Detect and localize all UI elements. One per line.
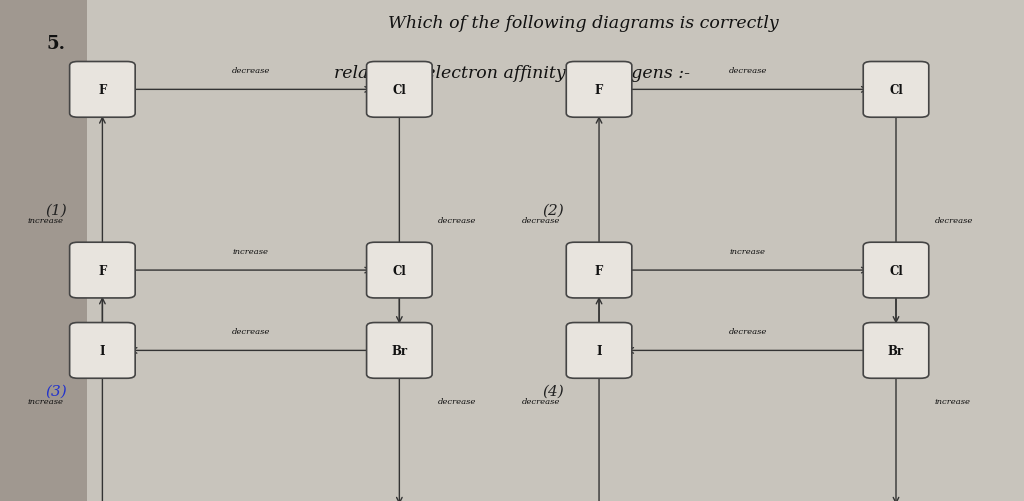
Text: F: F (595, 84, 603, 97)
Text: decrease: decrease (231, 328, 270, 336)
Text: increase: increase (935, 397, 971, 405)
Text: decrease: decrease (522, 397, 560, 405)
Text: decrease: decrease (438, 216, 476, 224)
Text: Cl: Cl (392, 84, 407, 97)
Text: related to electron affinity of halogens :-: related to electron affinity of halogens… (334, 65, 690, 82)
FancyBboxPatch shape (367, 242, 432, 298)
Text: 5.: 5. (47, 35, 66, 53)
Text: (1): (1) (45, 203, 68, 217)
Text: increase: increase (28, 216, 63, 224)
Text: F: F (98, 84, 106, 97)
FancyBboxPatch shape (70, 242, 135, 298)
Text: increase: increase (729, 247, 766, 256)
Text: (2): (2) (542, 203, 564, 217)
FancyBboxPatch shape (863, 242, 929, 298)
FancyBboxPatch shape (367, 323, 432, 379)
Text: decrease: decrease (231, 67, 270, 75)
Text: Br: Br (391, 344, 408, 357)
Text: (3): (3) (45, 384, 68, 398)
Text: increase: increase (28, 397, 63, 405)
Text: I: I (99, 344, 105, 357)
Text: decrease: decrease (935, 216, 973, 224)
FancyBboxPatch shape (566, 242, 632, 298)
Text: Cl: Cl (392, 264, 407, 277)
FancyBboxPatch shape (566, 62, 632, 118)
Text: decrease: decrease (728, 328, 767, 336)
Text: decrease: decrease (438, 397, 476, 405)
Text: Cl: Cl (889, 84, 903, 97)
FancyBboxPatch shape (70, 323, 135, 379)
Text: Cl: Cl (889, 264, 903, 277)
FancyBboxPatch shape (70, 62, 135, 118)
FancyBboxPatch shape (863, 323, 929, 379)
Text: increase: increase (232, 247, 269, 256)
Text: Which of the following diagrams is correctly: Which of the following diagrams is corre… (388, 15, 779, 32)
Text: F: F (98, 264, 106, 277)
Text: F: F (595, 264, 603, 277)
Text: (4): (4) (542, 384, 564, 398)
Text: I: I (596, 344, 602, 357)
FancyBboxPatch shape (0, 0, 87, 501)
Text: decrease: decrease (728, 67, 767, 75)
Text: decrease: decrease (522, 216, 560, 224)
FancyBboxPatch shape (863, 62, 929, 118)
FancyBboxPatch shape (566, 323, 632, 379)
Text: Br: Br (888, 344, 904, 357)
FancyBboxPatch shape (367, 62, 432, 118)
